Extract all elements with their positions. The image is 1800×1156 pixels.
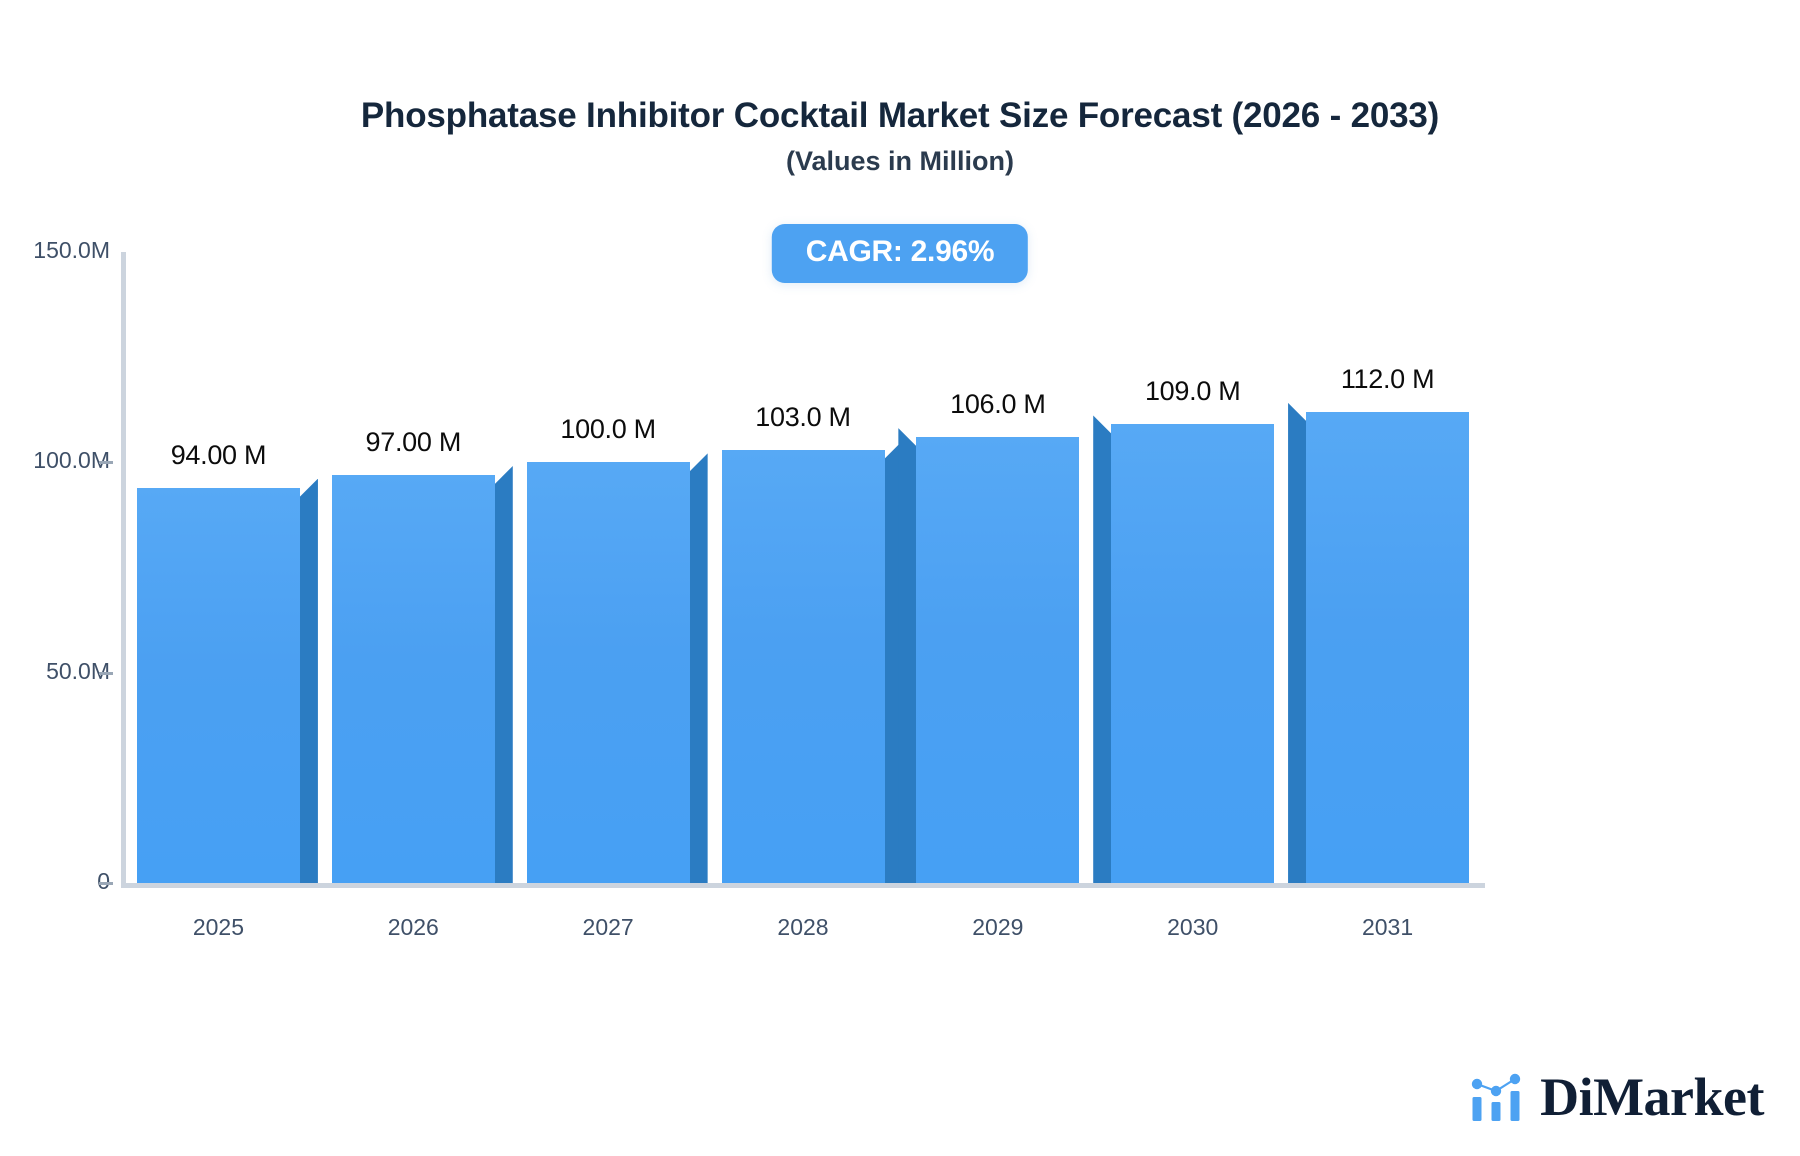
- bar[interactable]: [136, 478, 318, 883]
- x-axis-category-label: 2025: [192, 914, 244, 940]
- y-axis-line: [121, 252, 126, 883]
- bar-side-face: [299, 478, 318, 883]
- x-axis-category-label: 2031: [1361, 914, 1414, 940]
- bar-front-face: [331, 474, 495, 883]
- x-axis-category-label: 2026: [387, 914, 439, 940]
- bar-value-label: 94.00 M: [170, 439, 267, 470]
- bar-value-label: 100.0 M: [560, 414, 656, 445]
- y-axis-tick-label: 100.0M: [33, 447, 110, 474]
- x-axis-line: [121, 883, 1485, 888]
- bar[interactable]: [526, 453, 708, 883]
- page-title: Phosphatase Inhibitor Cocktail Market Si…: [360, 96, 1440, 135]
- bar[interactable]: [1093, 415, 1275, 883]
- bar-front-face: [916, 437, 1080, 883]
- bar-side-face: [689, 453, 708, 883]
- bar-value-label: 106.0 M: [950, 389, 1046, 420]
- bar-front-face: [136, 487, 300, 883]
- x-axis-category-label: 2028: [777, 914, 829, 940]
- plot-area: [121, 252, 1485, 888]
- y-axis-tick-label: 150.0M: [33, 237, 110, 263]
- y-axis-tick-label: 0: [97, 868, 110, 894]
- bar-side-face: [494, 465, 513, 883]
- bar-value-label: 109.0 M: [1144, 376, 1241, 407]
- bar-value-label: 97.00 M: [365, 426, 462, 457]
- y-axis-tick-mark: [99, 671, 113, 675]
- bar[interactable]: [1288, 402, 1470, 883]
- y-axis-tick-mark: [99, 461, 113, 465]
- bar-front-face: [526, 462, 690, 883]
- bar-chart-icon: [1471, 1073, 1521, 1121]
- bar-value-label: 112.0 M: [1340, 363, 1435, 394]
- bar-side-face: [884, 440, 903, 883]
- bar-side-face: [1288, 402, 1307, 883]
- brand-logo: DiMarket: [1470, 1070, 1764, 1124]
- y-axis-tick-mark: [99, 882, 113, 885]
- bar-side-face: [1093, 415, 1112, 883]
- bar-front-face: [1306, 411, 1470, 883]
- cagr-badge: CAGR: 2.96%: [771, 224, 1029, 283]
- logo-text: DiMarket: [1540, 1067, 1764, 1127]
- x-axis-category-label: 2027: [582, 914, 634, 940]
- bar-front-face: [721, 449, 885, 883]
- bar-side-face: [898, 428, 917, 883]
- bar[interactable]: [721, 440, 903, 883]
- y-axis-tick-label: 50.0M: [46, 657, 110, 684]
- bar[interactable]: [898, 428, 1080, 883]
- chart-subtitle: (Values in Million): [785, 146, 1015, 176]
- bar-front-face: [1111, 424, 1275, 883]
- bar-value-label: 103.0 M: [755, 401, 851, 432]
- x-axis-category-label: 2029: [972, 914, 1024, 940]
- x-axis-category-label: 2030: [1167, 914, 1219, 940]
- bar[interactable]: [331, 465, 513, 883]
